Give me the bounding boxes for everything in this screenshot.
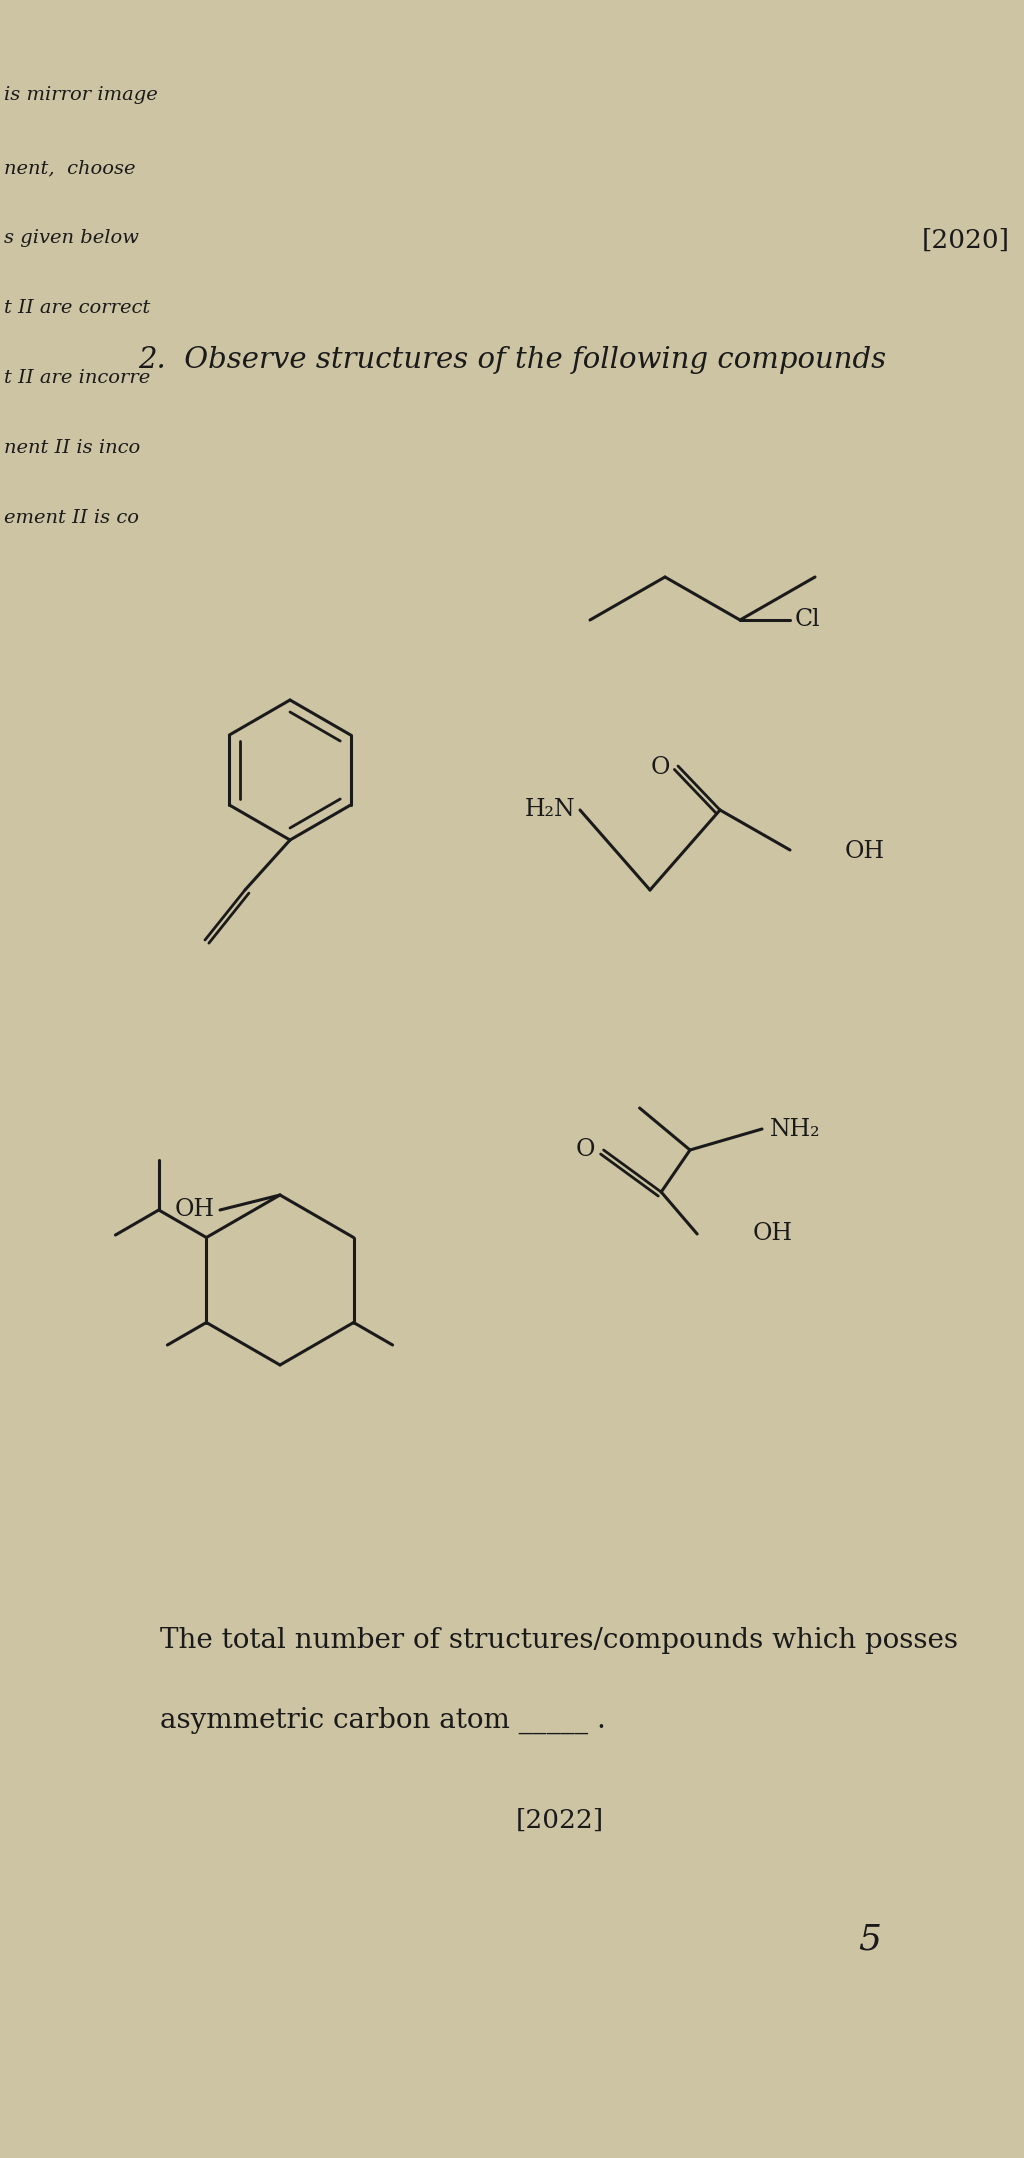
Text: Cl: Cl [795, 609, 820, 632]
Text: [2022]: [2022] [516, 1808, 604, 1832]
Text: asymmetric carbon atom _____ .: asymmetric carbon atom _____ . [160, 1707, 606, 1733]
Text: t II are correct: t II are correct [4, 300, 151, 317]
Text: H₂N: H₂N [524, 798, 575, 822]
Text: ement II is co: ement II is co [4, 509, 139, 527]
Text: [2020]: [2020] [922, 227, 1010, 252]
Text: 5: 5 [858, 1923, 882, 1957]
Text: is mirror image: is mirror image [4, 86, 158, 104]
Text: The total number of structures/compounds which posses: The total number of structures/compounds… [160, 1627, 958, 1653]
Text: OH: OH [753, 1221, 793, 1245]
Text: t II are incorre: t II are incorre [4, 369, 151, 386]
Text: OH: OH [845, 839, 885, 863]
Text: O: O [650, 757, 670, 779]
Text: NH₂: NH₂ [770, 1118, 820, 1139]
Text: O: O [577, 1139, 596, 1161]
Text: nent,  choose: nent, choose [4, 160, 135, 177]
Text: 2.  Observe structures of the following compounds: 2. Observe structures of the following c… [138, 345, 886, 373]
Text: s given below: s given below [4, 229, 139, 246]
Text: OH: OH [175, 1198, 215, 1221]
Text: nent II is inco: nent II is inco [4, 438, 140, 457]
